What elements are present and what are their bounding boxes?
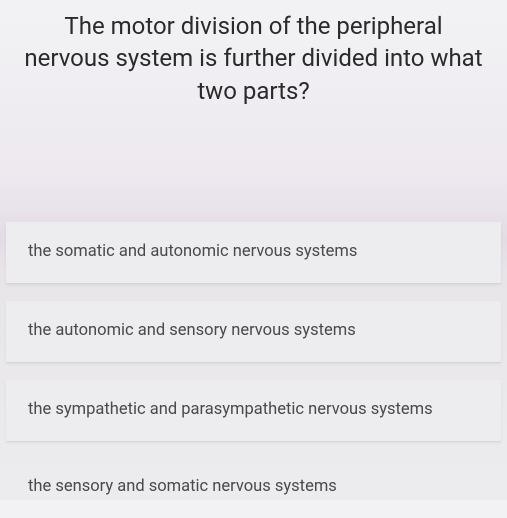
answer-option-0[interactable]: the somatic and autonomic nervous system…: [6, 222, 501, 283]
answer-option-1[interactable]: the autonomic and sensory nervous system…: [6, 301, 501, 362]
question-area: The motor division of the peripheral ner…: [0, 0, 507, 107]
question-text: The motor division of the peripheral ner…: [20, 10, 487, 107]
options-list: the somatic and autonomic nervous system…: [0, 222, 507, 518]
answer-option-3[interactable]: the sensory and somatic nervous systems: [6, 459, 501, 518]
answer-option-label: the autonomic and sensory nervous system…: [28, 321, 356, 340]
answer-option-label: the sensory and somatic nervous systems: [28, 477, 337, 496]
answer-option-2[interactable]: the sympathetic and parasympathetic nerv…: [6, 380, 501, 441]
answer-option-label: the sympathetic and parasympathetic nerv…: [28, 400, 433, 419]
answer-option-label: the somatic and autonomic nervous system…: [28, 242, 357, 261]
